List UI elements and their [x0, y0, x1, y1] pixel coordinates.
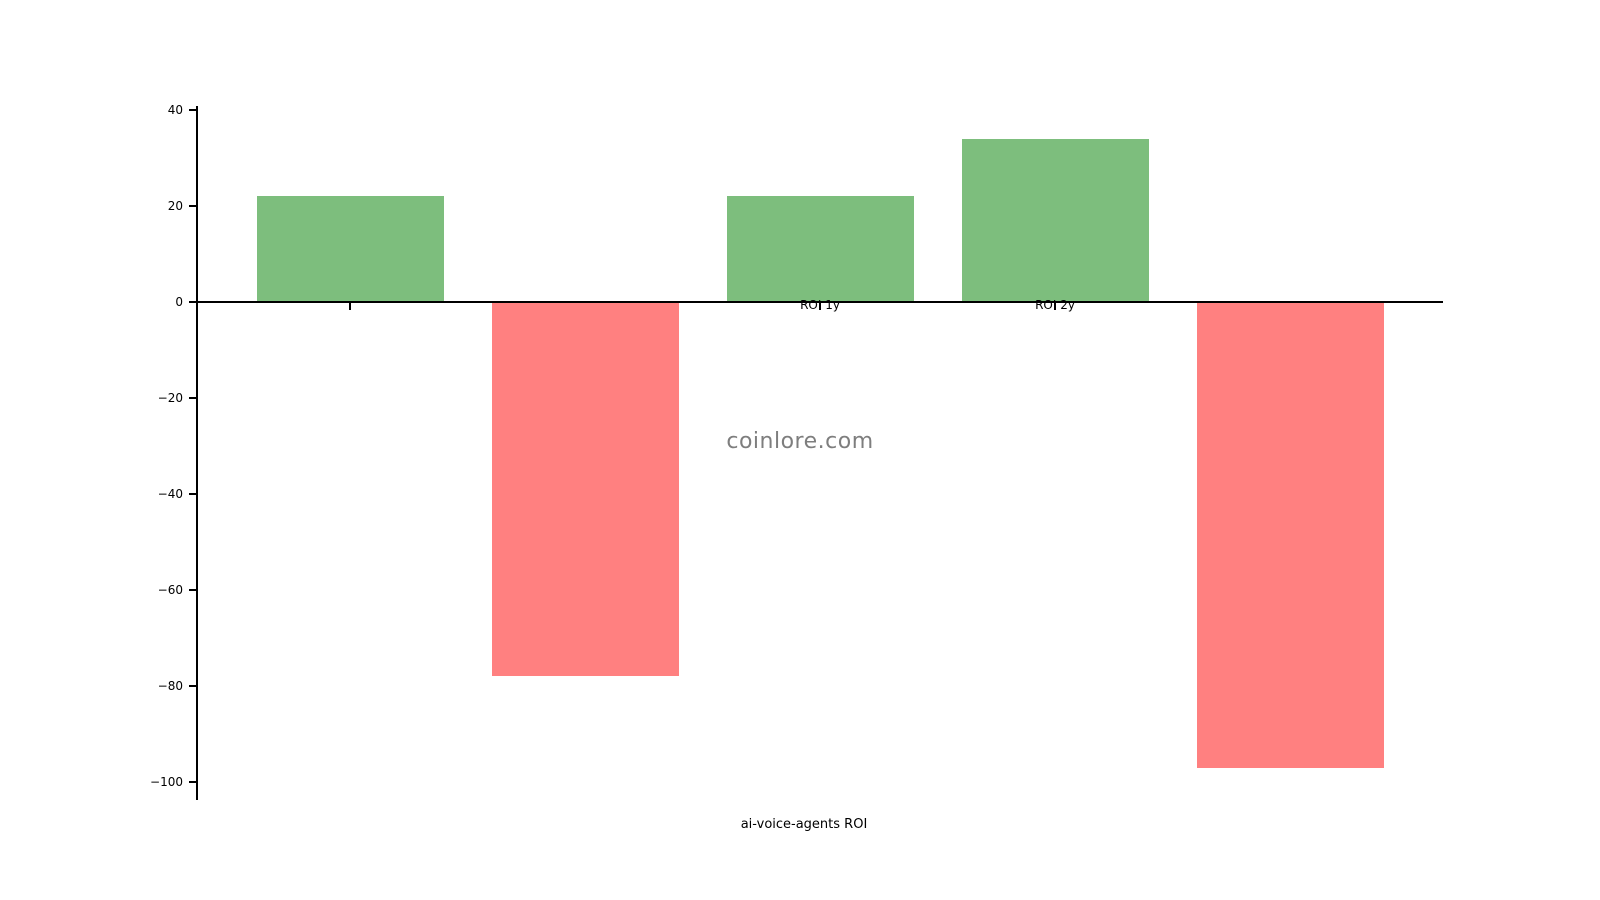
y-tick-label: −40 [157, 487, 183, 501]
bar-unlabeled-1 [256, 196, 444, 302]
y-tick-label: −60 [157, 583, 183, 597]
y-tick-mark [189, 109, 196, 111]
y-tick-mark [189, 685, 196, 687]
x-tick-mark [349, 302, 351, 310]
x-tick-mark [819, 302, 821, 310]
y-tick-mark [189, 301, 196, 303]
y-axis-line [196, 106, 198, 800]
x-tick-mark [1054, 302, 1056, 310]
y-tick-mark [189, 589, 196, 591]
y-tick-label: 40 [167, 103, 183, 117]
chart-title: ai-voice-agents ROI [740, 817, 868, 832]
y-tick-mark [189, 205, 196, 207]
y-tick-mark [189, 493, 196, 495]
y-tick-label: 20 [167, 199, 183, 213]
y-tick-label: 0 [175, 295, 183, 309]
watermark-text: coinlore.com [726, 429, 874, 454]
bar-unlabeled-5 [1196, 302, 1384, 768]
x-axis-zero-line [196, 301, 1443, 303]
y-tick-label: −100 [150, 775, 183, 789]
x-tick-label: ROI 2y [1035, 298, 1075, 312]
y-tick-mark [189, 781, 196, 783]
bar-roi-1y [726, 196, 914, 302]
x-tick-label: ROI 1y [800, 298, 840, 312]
y-tick-mark [189, 397, 196, 399]
y-tick-label: −20 [157, 391, 183, 405]
y-tick-label: −80 [157, 679, 183, 693]
bar-unlabeled-2 [491, 302, 679, 677]
bar-roi-2y [961, 138, 1149, 302]
